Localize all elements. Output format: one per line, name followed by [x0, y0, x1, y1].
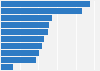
Bar [1, 8, 82, 14]
Bar [1, 43, 42, 49]
Bar [1, 22, 49, 28]
Bar [1, 57, 36, 63]
Bar [1, 64, 13, 70]
Bar [1, 50, 39, 56]
Bar [1, 29, 48, 35]
Bar [1, 36, 44, 42]
Bar [1, 15, 52, 21]
Bar [1, 1, 90, 7]
